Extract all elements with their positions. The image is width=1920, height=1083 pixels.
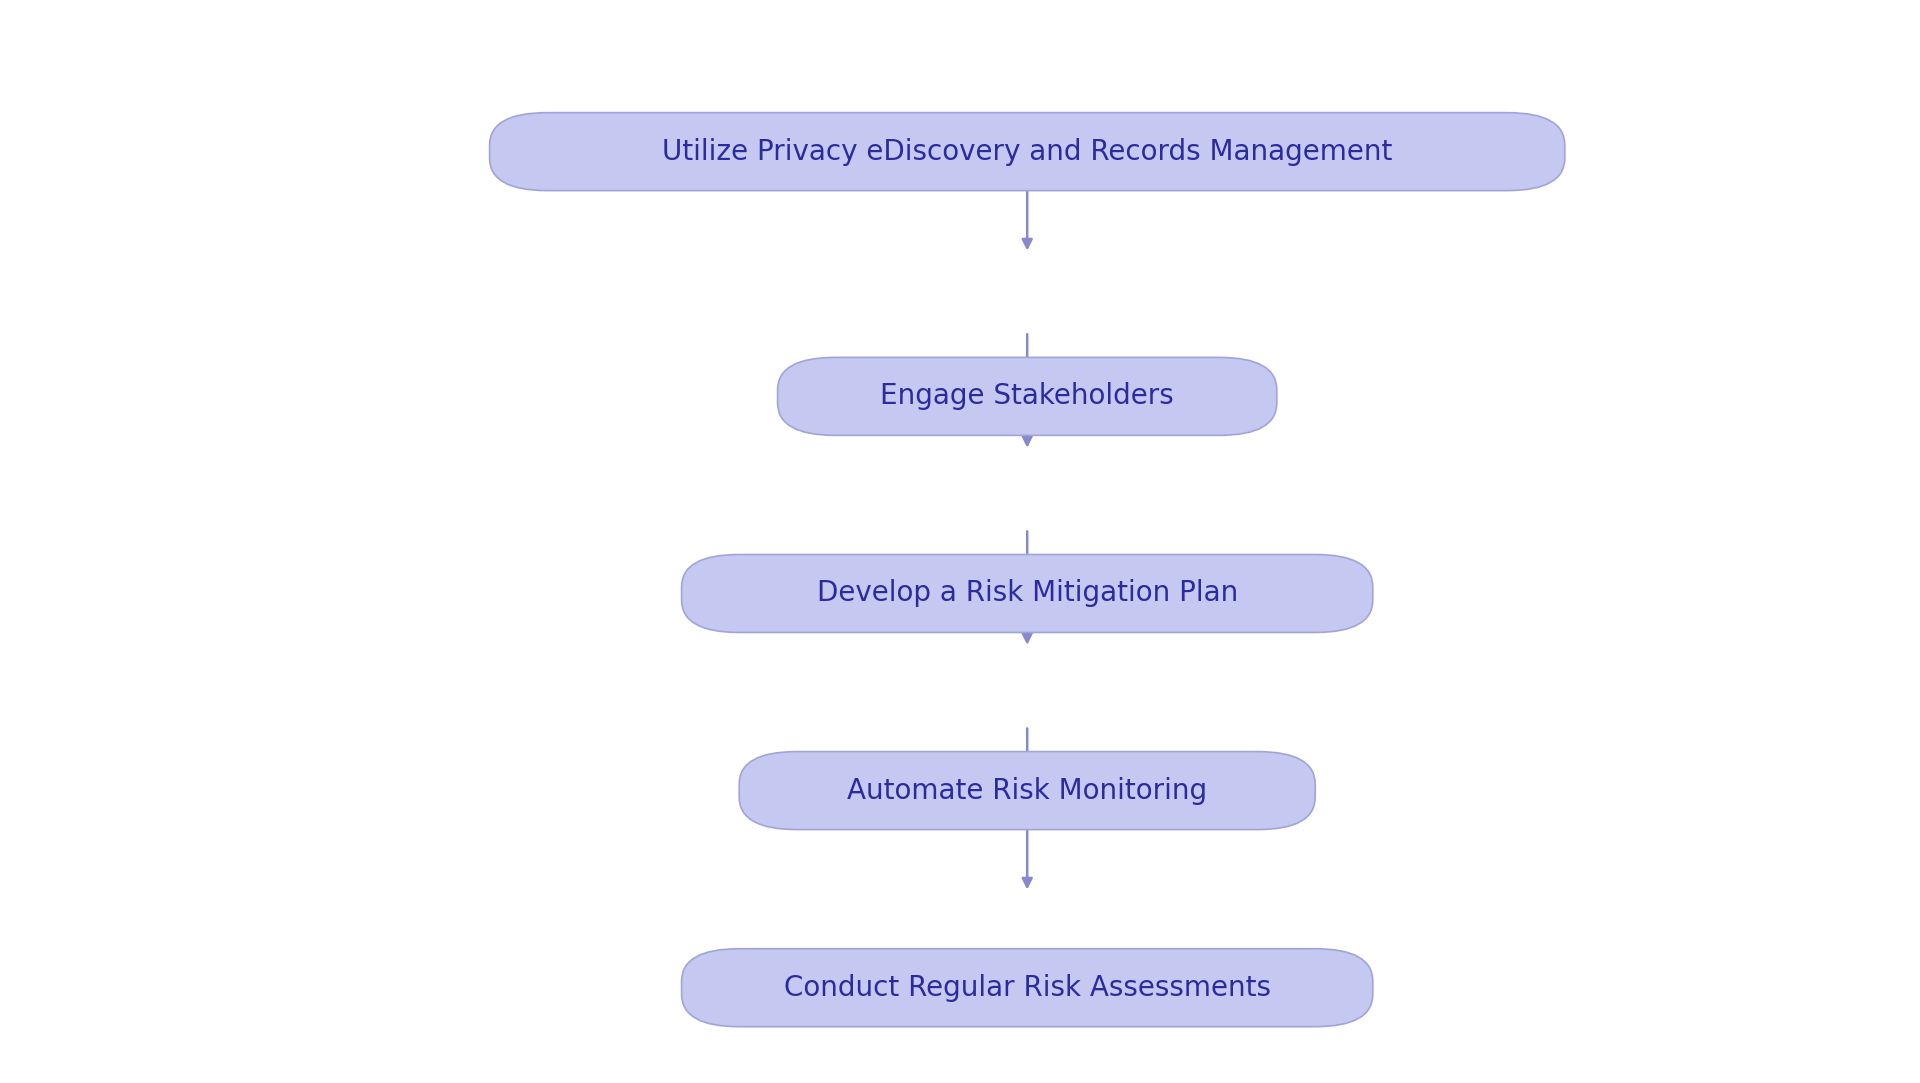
- Text: Develop a Risk Mitigation Plan: Develop a Risk Mitigation Plan: [816, 579, 1238, 608]
- FancyBboxPatch shape: [490, 113, 1565, 191]
- FancyBboxPatch shape: [739, 752, 1315, 830]
- FancyBboxPatch shape: [778, 357, 1277, 435]
- Text: Automate Risk Monitoring: Automate Risk Monitoring: [847, 777, 1208, 805]
- FancyBboxPatch shape: [682, 554, 1373, 632]
- Text: Utilize Privacy eDiscovery and Records Management: Utilize Privacy eDiscovery and Records M…: [662, 138, 1392, 166]
- Text: Engage Stakeholders: Engage Stakeholders: [881, 382, 1173, 410]
- Text: Conduct Regular Risk Assessments: Conduct Regular Risk Assessments: [783, 974, 1271, 1002]
- FancyBboxPatch shape: [682, 949, 1373, 1027]
